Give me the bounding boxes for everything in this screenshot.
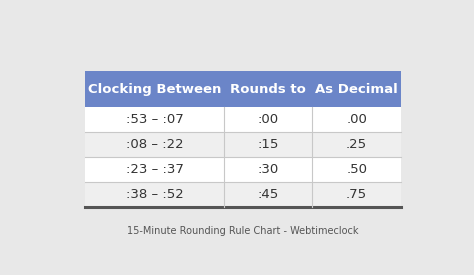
Bar [312,157,401,182]
Bar [224,107,312,132]
Bar [85,132,224,157]
Text: :45: :45 [257,188,279,201]
Text: :08 – :22: :08 – :22 [126,138,183,151]
Text: .00: .00 [346,113,367,126]
Bar [85,157,224,182]
Text: :30: :30 [257,163,279,176]
Bar [224,157,312,182]
Bar [85,71,224,107]
Bar [312,107,401,132]
Text: :23 – :37: :23 – :37 [126,163,183,176]
Text: :53 – :07: :53 – :07 [126,113,183,126]
Text: .25: .25 [346,138,367,151]
Bar [224,132,312,157]
Bar [312,182,401,207]
Text: As Decimal: As Decimal [315,82,398,96]
Bar [224,182,312,207]
Text: :38 – :52: :38 – :52 [126,188,183,201]
Text: Rounds to: Rounds to [230,82,306,96]
Text: Clocking Between: Clocking Between [88,82,221,96]
Text: .75: .75 [346,188,367,201]
Bar [312,71,401,107]
Text: :00: :00 [258,113,279,126]
Bar [312,132,401,157]
Bar [224,71,312,107]
Text: .50: .50 [346,163,367,176]
Bar [85,182,224,207]
Text: 15-Minute Rounding Rule Chart - Webtimeclock: 15-Minute Rounding Rule Chart - Webtimec… [127,226,359,236]
Bar [85,107,224,132]
Text: :15: :15 [257,138,279,151]
